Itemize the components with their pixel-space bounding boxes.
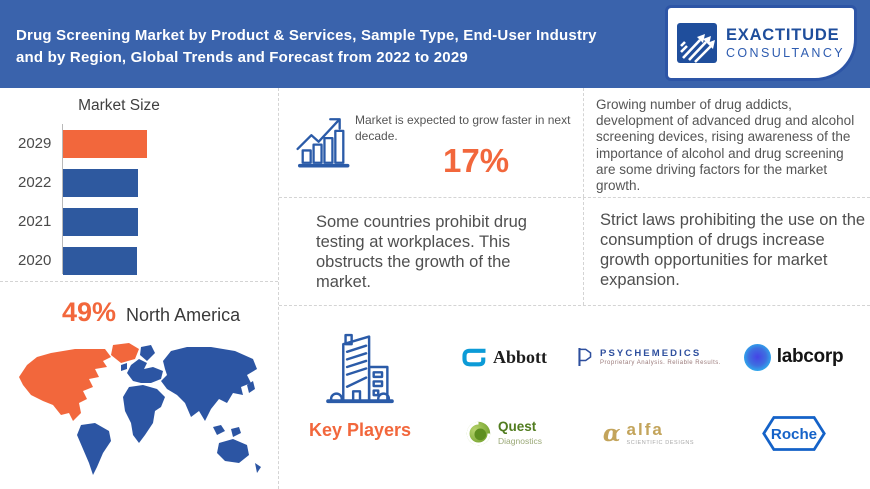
growth-percent: 17% [443,142,510,179]
world-map [19,343,261,475]
market-size-rows: 2029 2022 2021 2020 [18,124,268,280]
region-share: 49% North America [62,297,240,328]
restraint-cell: Some countries prohibit drug testing at … [279,197,584,305]
quest-wordmark: Quest [498,419,537,435]
chart-axis-line [62,124,63,274]
alfa-sub-wordmark: SCIENTIFIC DESIGNS [626,439,695,446]
map-scandinavia [140,345,155,361]
bar-2021 [63,207,138,236]
map-uk [121,363,127,371]
page-title-line2: and by Region, Global Trends and Forecas… [16,49,468,67]
roche-wordmark: Roche [770,426,816,443]
growth-statement: Market is expected to grow faster in nex… [355,113,571,143]
bar-2020 [63,246,137,275]
market-size-row: 2029 [18,124,268,163]
roche-icon: Roche [761,415,826,451]
key-players-block: Key Players [301,327,419,441]
exactitude-logo-text: EXACTITUDE CONSULTANCY [726,26,845,60]
logo-quest-diagnostics: Quest Diagnostics [465,420,542,447]
psychemedics-icon [578,348,592,366]
key-players-label: Key Players [308,420,412,440]
key-players-section: Key Players Abbott PSYCHEMEDICS [279,305,870,489]
restraint-statement: Some countries prohibit drug testing at … [316,213,527,292]
map-japan [247,381,255,393]
alfa-icon: α [602,419,621,447]
growth-cell: Market is expected to grow faster in nex… [279,88,584,197]
map-asia [161,347,257,421]
right-region: Market is expected to grow faster in nex… [278,88,870,489]
logo-labcorp: labcorp [743,343,844,371]
labcorp-icon [743,343,771,371]
labcorp-wordmark: labcorp [776,346,844,367]
opportunity-cell: Strict laws prohibiting the use on the c… [584,197,870,305]
abbott-icon [462,348,486,366]
bar-track [63,246,147,275]
map-north-america [19,349,111,421]
bar-track [63,129,147,158]
bar-year-label: 2029 [18,135,52,152]
quest-icon [466,421,491,445]
bar-track [63,207,147,236]
map-south-america [77,423,111,475]
map-australia [217,439,249,463]
bar-2022 [63,168,138,197]
bar-year-label: 2022 [18,174,52,191]
map-greenland [111,343,139,363]
logo-subname: CONSULTANCY [725,46,845,60]
region-label: North America [126,305,241,325]
bar-2029 [63,129,147,158]
header-banner: Drug Screening Market by Product & Servi… [0,0,870,88]
quest-sub-wordmark: Diagnostics [498,435,542,446]
market-size-row: 2020 [18,241,268,280]
row-restraint-opportunity: Some countries prohibit drug testing at … [279,197,870,306]
map-africa [123,385,165,443]
left-column: Market Size 2029 2022 2021 2020 49% North A… [0,88,278,489]
building-icon [326,333,394,404]
opportunity-statement: Strict laws prohibiting the use on the c… [600,211,866,290]
driver-statement: Growing number of drug addicts, developm… [596,97,855,193]
driver-cell: Growing number of drug addicts, developm… [584,88,870,197]
chart-title: Market Size [78,97,160,114]
region-percent: 49% [62,297,117,327]
bar-year-label: 2020 [18,252,52,269]
alfa-wordmark: alfa [626,419,664,439]
map-islands [213,425,241,437]
company-logo: EXACTITUDE CONSULTANCY [665,5,857,81]
market-size-chart: Market Size 2029 2022 2021 2020 [0,88,278,282]
bar-year-label: 2021 [18,213,52,230]
page-title-line1: Drug Screening Market by Product & Servi… [16,27,597,44]
map-new-zealand [255,463,261,473]
region-share-section: 49% North America [0,281,278,489]
logo-alfa: α alfa SCIENTIFIC DESIGNS [603,421,694,446]
logo-name: EXACTITUDE [725,26,840,44]
key-players-logos: Abbott PSYCHEMEDICS Proprietary Analysis… [431,319,866,471]
growth-chart-icon [296,118,350,168]
bar-track [63,168,147,197]
exactitude-logo-icon [676,23,717,63]
logo-roche: Roche [761,414,827,453]
map-europe [127,359,163,383]
logo-psychemedics: PSYCHEMEDICS Proprietary Analysis. Relia… [576,345,721,369]
row-growth: Market is expected to grow faster in nex… [279,88,870,198]
page-title: Drug Screening Market by Product & Servi… [16,25,597,69]
logo-abbott: Abbott [460,346,547,369]
abbott-wordmark: Abbott [492,346,547,367]
market-size-row: 2022 [18,163,268,202]
psychemedics-tagline: Proprietary Analysis. Reliable Results. [600,360,721,366]
psychemedics-wordmark: PSYCHEMEDICS [600,348,702,359]
market-size-row: 2021 [18,202,268,241]
